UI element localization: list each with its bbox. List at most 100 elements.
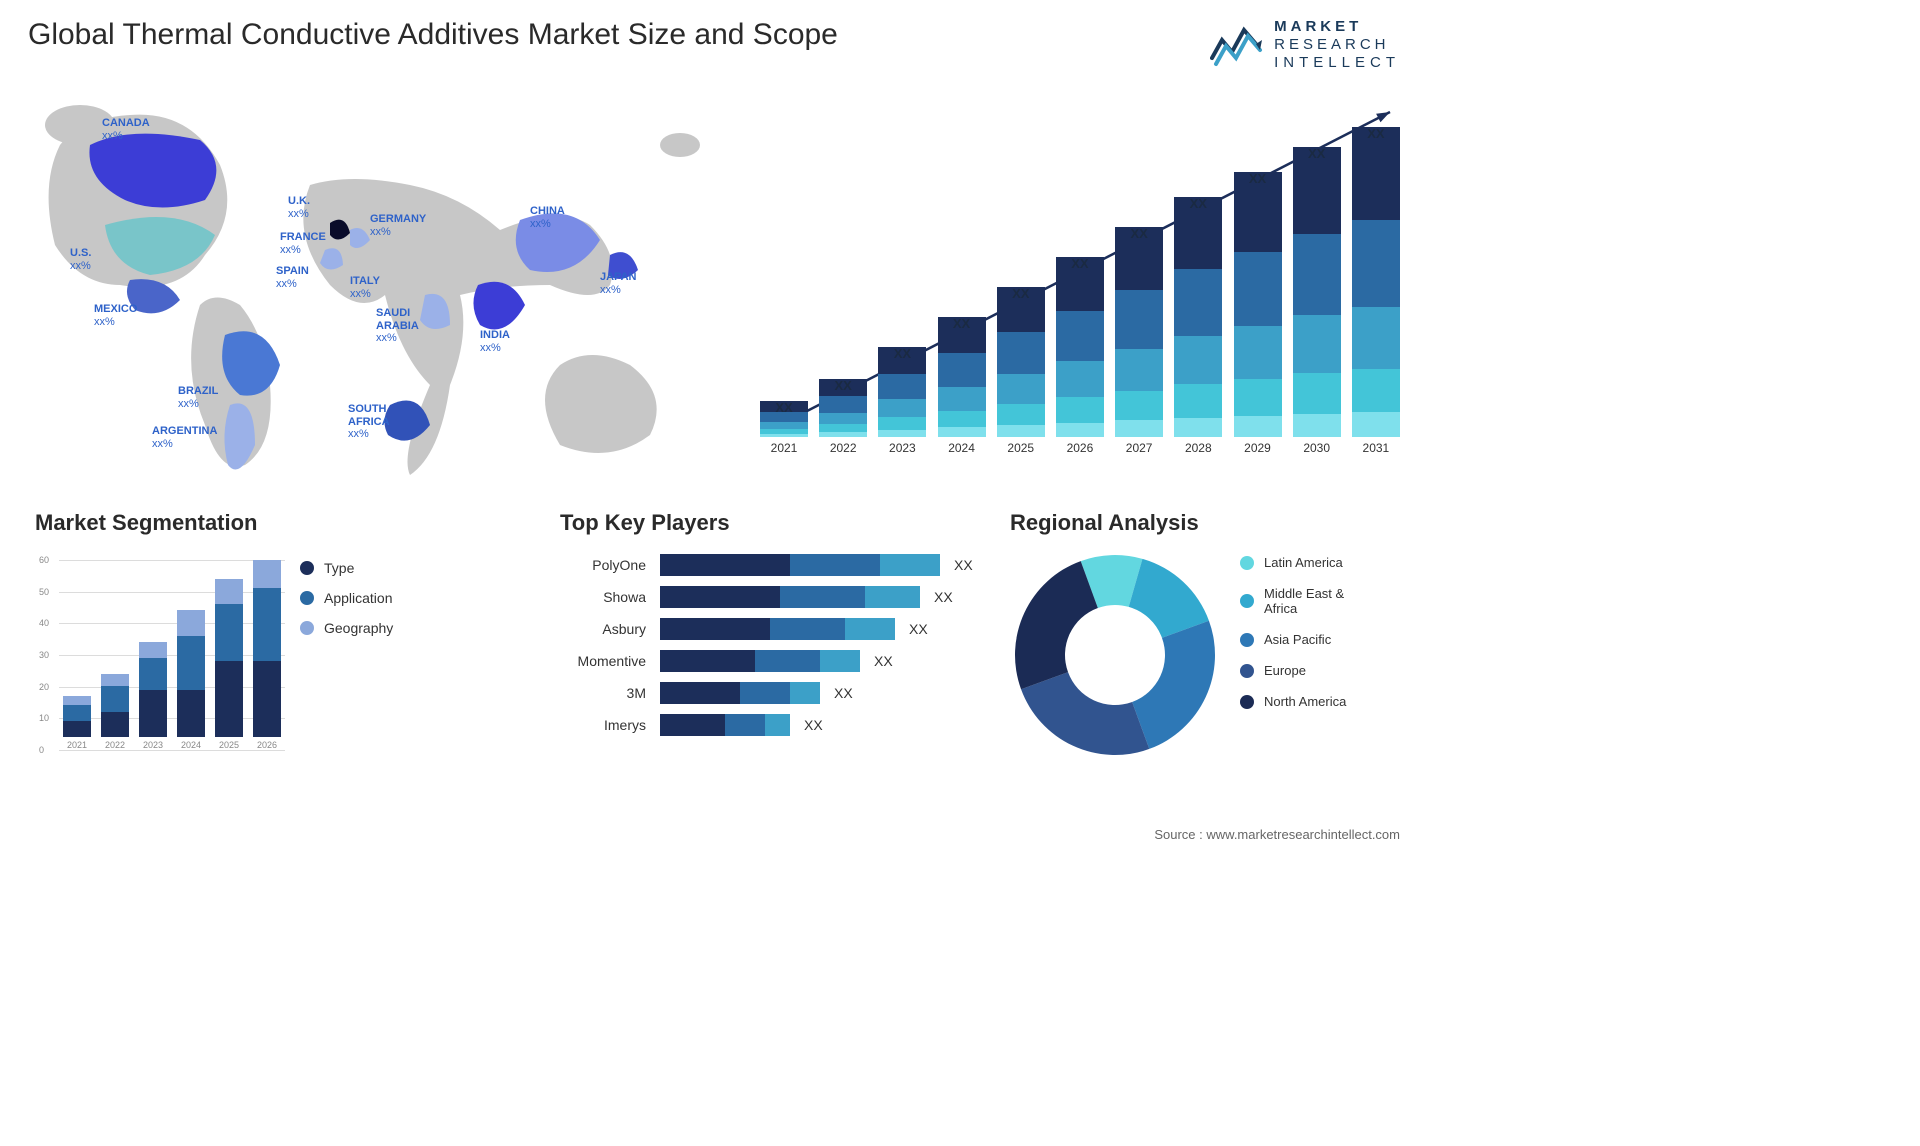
legend-label: Middle East &Africa bbox=[1264, 586, 1344, 616]
donut-slice bbox=[1021, 672, 1149, 755]
key-player-name: Asbury bbox=[560, 621, 660, 637]
seg-bar-group: 2022 bbox=[101, 674, 129, 750]
main-bar-group: XX2029 bbox=[1234, 172, 1282, 455]
x-axis-label: 2022 bbox=[830, 441, 857, 455]
main-bar-group: XX 2021 bbox=[760, 401, 808, 455]
map-label: CANADAxx% bbox=[102, 117, 150, 142]
x-axis-label: 2026 bbox=[1067, 441, 1094, 455]
segmentation-heading: Market Segmentation bbox=[35, 510, 455, 536]
key-player-name: 3M bbox=[560, 685, 660, 701]
bar-value-label: XX bbox=[1367, 126, 1384, 141]
y-tick: 0 bbox=[39, 745, 44, 755]
legend-swatch bbox=[1240, 664, 1254, 678]
key-player-name: Showa bbox=[560, 589, 660, 605]
source-footer: Source : www.marketresearchintellect.com bbox=[1154, 827, 1400, 842]
legend-label: Europe bbox=[1264, 663, 1306, 678]
key-player-row: 3M XX bbox=[560, 682, 1000, 704]
legend-label: Application bbox=[324, 590, 393, 606]
seg-bar-group: 2025 bbox=[215, 579, 243, 750]
key-player-row: Momentive XX bbox=[560, 650, 1000, 672]
page-title: Global Thermal Conductive Additives Mark… bbox=[28, 18, 838, 52]
bar-value-label: XX bbox=[1308, 146, 1325, 161]
brand-logo: MARKET RESEARCH INTELLECT bbox=[1210, 18, 1400, 72]
world-map-panel: CANADAxx%U.S.xx%MEXICOxx%BRAZILxx%ARGENT… bbox=[30, 85, 710, 485]
legend-item: Asia Pacific bbox=[1240, 632, 1430, 647]
map-label: JAPANxx% bbox=[600, 271, 636, 296]
market-size-chart: XX2021XX2022XX2023XX2024XX2025XX2026XX20… bbox=[760, 100, 1400, 480]
bar-value-label: XX bbox=[1071, 256, 1088, 271]
legend-swatch bbox=[1240, 695, 1254, 709]
y-tick: 10 bbox=[39, 713, 49, 723]
key-player-name: Momentive bbox=[560, 653, 660, 669]
map-label: BRAZILxx% bbox=[178, 385, 218, 410]
map-label: U.K.xx% bbox=[288, 195, 310, 220]
y-tick: 60 bbox=[39, 555, 49, 565]
regional-donut bbox=[1010, 550, 1220, 760]
main-bar-group: XX2028 bbox=[1174, 197, 1222, 455]
segmentation-chart: 0102030405060202120222023202420252026 bbox=[35, 548, 285, 768]
logo-icon bbox=[1210, 20, 1264, 70]
key-player-value: XX bbox=[934, 589, 953, 605]
legend-swatch bbox=[300, 561, 314, 575]
key-player-value: XX bbox=[874, 653, 893, 669]
key-player-row: Showa XX bbox=[560, 586, 1000, 608]
key-player-value: XX bbox=[834, 685, 853, 701]
map-label: GERMANYxx% bbox=[370, 213, 426, 238]
seg-bar-group: 2024 bbox=[177, 610, 205, 750]
bar-value-label: XX bbox=[894, 346, 911, 361]
map-label: SOUTHAFRICAxx% bbox=[348, 403, 390, 441]
legend-swatch bbox=[300, 621, 314, 635]
seg-bar-group: 2026 bbox=[253, 560, 281, 750]
x-axis-label: 2030 bbox=[1303, 441, 1330, 455]
legend-swatch bbox=[1240, 633, 1254, 647]
legend-swatch bbox=[1240, 556, 1254, 570]
logo-text-2: RESEARCH bbox=[1274, 36, 1400, 54]
seg-bar-group: 2021 bbox=[63, 696, 91, 750]
y-tick: 40 bbox=[39, 618, 49, 628]
map-label: SAUDIARABIAxx% bbox=[376, 307, 419, 345]
map-label: INDIAxx% bbox=[480, 329, 510, 354]
y-tick: 20 bbox=[39, 682, 49, 692]
x-axis-label: 2024 bbox=[181, 740, 201, 750]
x-axis-label: 2025 bbox=[219, 740, 239, 750]
map-label: CHINAxx% bbox=[530, 205, 565, 230]
legend-label: Geography bbox=[324, 620, 393, 636]
key-players-heading: Top Key Players bbox=[560, 510, 1000, 536]
logo-text-3: INTELLECT bbox=[1274, 54, 1400, 72]
x-axis-label: 2029 bbox=[1244, 441, 1271, 455]
bar-value-label: XX bbox=[1012, 286, 1029, 301]
legend-item: Europe bbox=[1240, 663, 1430, 678]
bar-value-label: XX bbox=[775, 400, 792, 415]
bar-value-label: XX bbox=[1130, 226, 1147, 241]
x-axis-label: 2028 bbox=[1185, 441, 1212, 455]
y-tick: 50 bbox=[39, 587, 49, 597]
x-axis-label: 2031 bbox=[1363, 441, 1390, 455]
key-player-row: Asbury XX bbox=[560, 618, 1000, 640]
main-bar-group: XX2024 bbox=[938, 317, 986, 455]
regional-heading: Regional Analysis bbox=[1010, 510, 1410, 536]
y-tick: 30 bbox=[39, 650, 49, 660]
legend-item: Latin America bbox=[1240, 555, 1430, 570]
legend-swatch bbox=[1240, 594, 1254, 608]
x-axis-label: 2022 bbox=[105, 740, 125, 750]
map-label: U.S.xx% bbox=[70, 247, 91, 272]
key-player-value: XX bbox=[909, 621, 928, 637]
legend-label: Type bbox=[324, 560, 354, 576]
legend-label: North America bbox=[1264, 694, 1346, 709]
regional-legend: Latin America Middle East &Africa Asia Pac… bbox=[1240, 555, 1430, 725]
main-bar-group: XX2022 bbox=[819, 379, 867, 455]
legend-label: Asia Pacific bbox=[1264, 632, 1331, 647]
key-player-name: PolyOne bbox=[560, 557, 660, 573]
x-axis-label: 2021 bbox=[67, 740, 87, 750]
key-player-row: PolyOneXX bbox=[560, 554, 1000, 576]
x-axis-label: 2026 bbox=[257, 740, 277, 750]
legend-label: Latin America bbox=[1264, 555, 1343, 570]
x-axis-label: 2025 bbox=[1007, 441, 1034, 455]
x-axis-label: 2023 bbox=[889, 441, 916, 455]
x-axis-label: 2021 bbox=[771, 441, 798, 455]
segmentation-legend: Type Application Geography bbox=[300, 560, 393, 650]
x-axis-label: 2024 bbox=[948, 441, 975, 455]
x-axis-label: 2027 bbox=[1126, 441, 1153, 455]
key-player-name: Imerys bbox=[560, 717, 660, 733]
legend-item: Geography bbox=[300, 620, 393, 636]
